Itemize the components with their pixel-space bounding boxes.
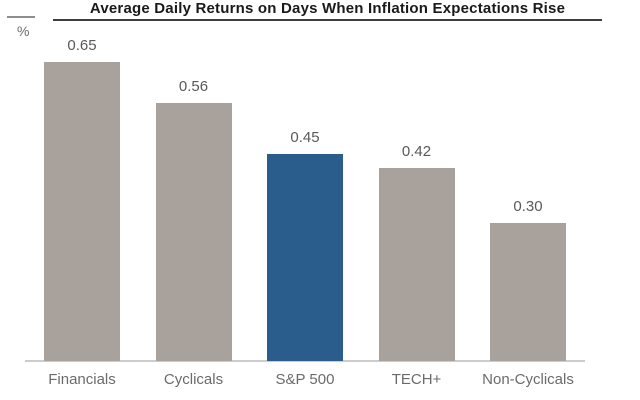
bar-group-tech: 0.42 bbox=[378, 143, 455, 361]
category-labels-row: Financials Cyclicals S&P 500 TECH+ Non-Cycli… bbox=[25, 371, 585, 388]
bar-s-p-500 bbox=[267, 154, 343, 361]
bar-tech bbox=[378, 168, 455, 361]
bar-value-label: 0.45 bbox=[290, 129, 320, 146]
bar-value-label: 0.65 bbox=[67, 37, 97, 54]
chart-title: Average Daily Returns on Days When Infla… bbox=[53, 1, 602, 21]
bar-group-non-cyclicals: 0.30 bbox=[490, 198, 566, 361]
plot-area: 0.65 0.56 0.45 0.42 0.30 bbox=[25, 28, 585, 361]
bar-group-cyclicals: 0.56 bbox=[155, 78, 232, 361]
y-axis-top-tick-line bbox=[7, 16, 35, 18]
bar-financials bbox=[44, 62, 120, 361]
bar-value-label: 0.30 bbox=[513, 198, 543, 215]
category-label-financials: Financials bbox=[48, 371, 116, 388]
bar-cyclicals bbox=[155, 103, 232, 361]
y-axis-unit-label: % bbox=[17, 23, 30, 39]
bar-group-s-p-500: 0.45 bbox=[267, 129, 343, 361]
bar-group-financials: 0.65 bbox=[44, 37, 120, 361]
category-label-s-p-500: S&P 500 bbox=[275, 371, 335, 388]
bar-non-cyclicals bbox=[490, 223, 566, 361]
category-label-cyclicals: Cyclicals bbox=[163, 371, 224, 388]
x-axis-baseline bbox=[25, 360, 585, 362]
category-label-tech: TECH+ bbox=[391, 371, 442, 388]
bar-value-label: 0.56 bbox=[178, 78, 209, 95]
category-label-non-cyclicals: Non-Cyclicals bbox=[482, 371, 574, 388]
bar-value-label: 0.42 bbox=[401, 143, 432, 160]
